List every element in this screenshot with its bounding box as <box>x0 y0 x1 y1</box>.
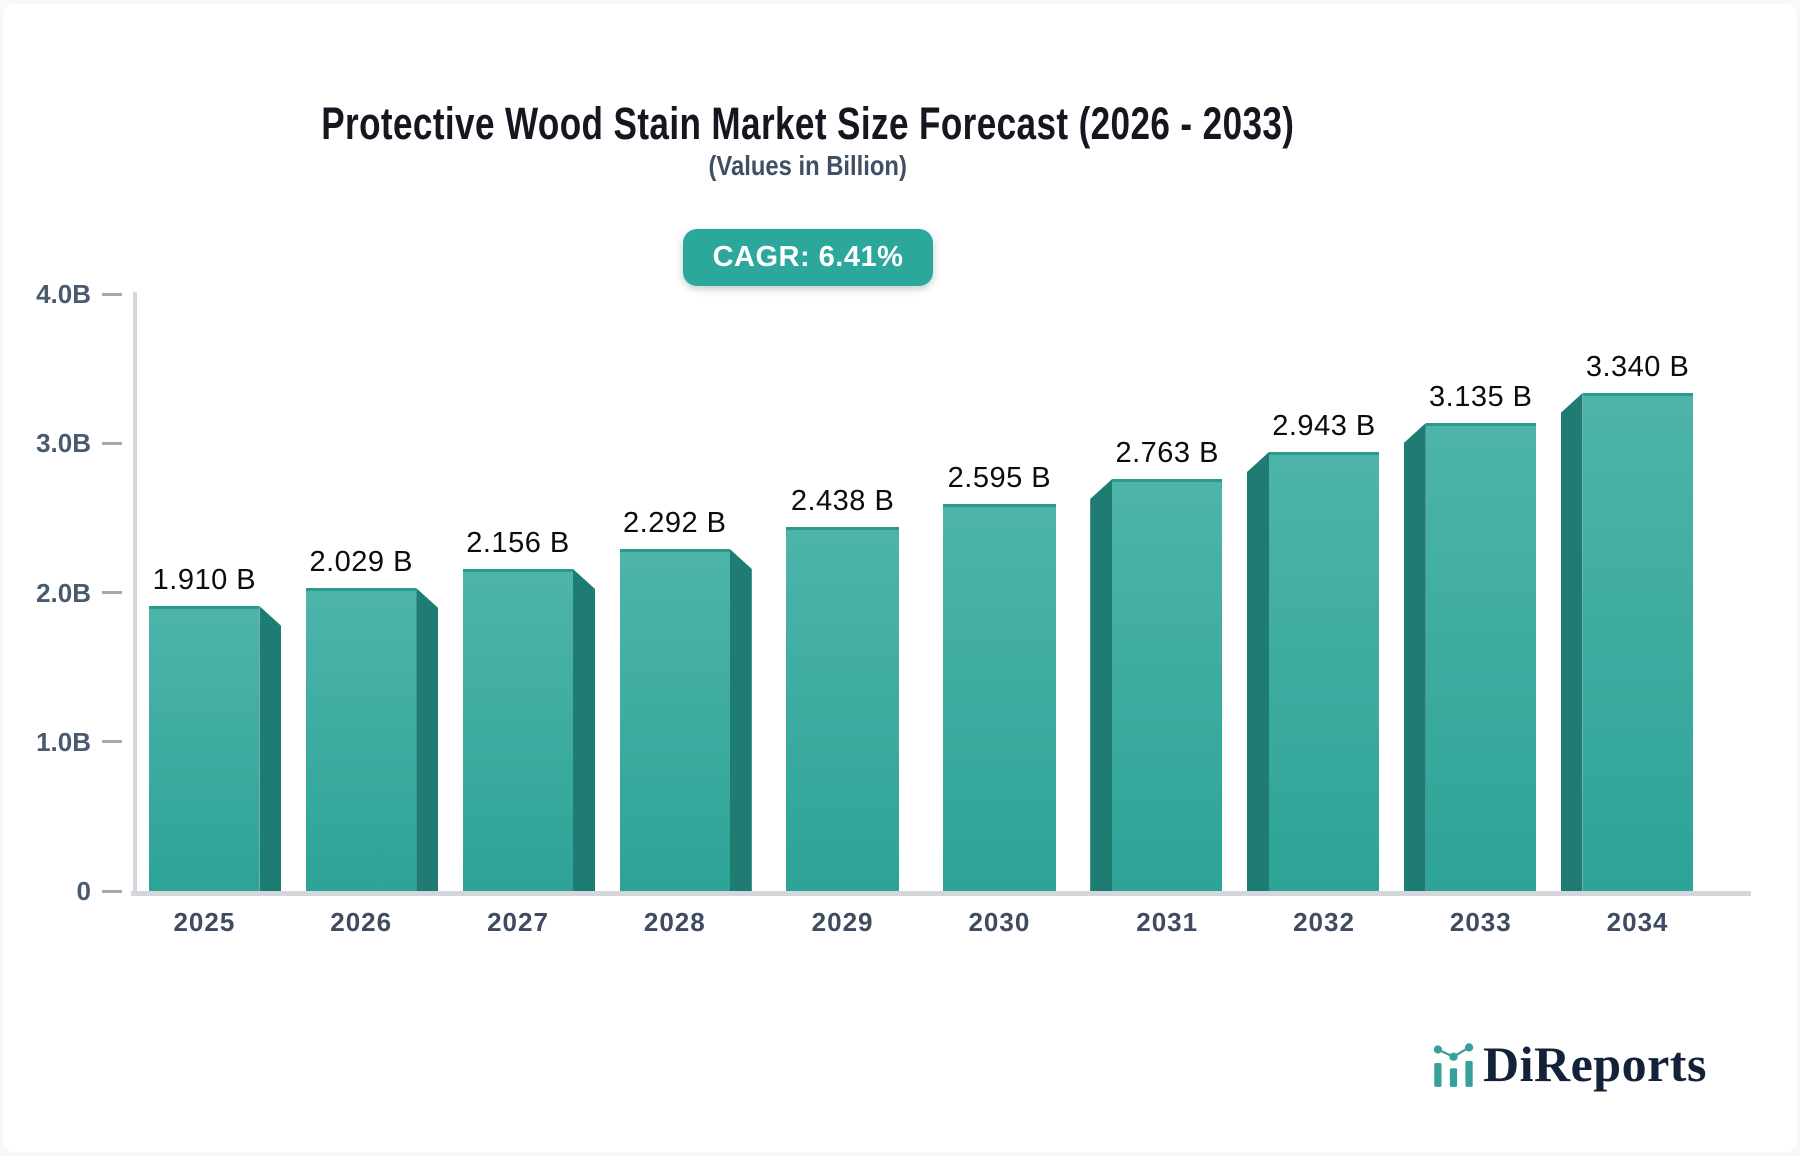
logo-text: DiReports <box>1483 1036 1707 1092</box>
x-axis-label: 2027 <box>487 907 549 937</box>
bar-2029 <box>786 527 900 891</box>
bar-value-label: 3.135 B <box>1429 381 1533 413</box>
chart-title: Protective Wood Stain Market Size Foreca… <box>321 98 1295 149</box>
bar-2025 <box>149 606 260 891</box>
bar-value-label: 2.763 B <box>1115 437 1219 469</box>
x-axis-label: 2030 <box>968 907 1031 937</box>
bar-2028 <box>619 549 730 891</box>
x-axis-label: 2031 <box>1136 907 1199 937</box>
x-axis-label: 2029 <box>811 907 874 937</box>
bar-side-face <box>1560 393 1583 891</box>
y-axis-tick <box>102 889 122 893</box>
y-axis-tick-label: 4.0B <box>36 279 91 309</box>
y-axis-tick-label: 1.0B <box>36 726 91 757</box>
y-axis-line <box>133 292 137 891</box>
y-axis-tick <box>102 441 122 445</box>
y-axis-tick <box>102 591 122 594</box>
bar-2032 <box>1269 452 1379 891</box>
bar-side-face <box>573 569 595 891</box>
bar-value-label: 3.340 B <box>1585 351 1690 383</box>
x-axis-label: 2026 <box>330 907 393 937</box>
y-axis-tick <box>102 740 122 744</box>
bar-side-face <box>1403 423 1426 891</box>
bar-value-label: 2.292 B <box>623 507 727 539</box>
bar-side-face <box>1090 479 1113 891</box>
chart-card: Protective Wood Stain Market Size Foreca… <box>3 4 1797 1152</box>
bar-value-label: 2.029 B <box>309 546 413 578</box>
x-axis-label: 2032 <box>1293 907 1355 937</box>
x-axis-label: 2028 <box>643 907 706 937</box>
bar-side-face <box>1247 452 1269 891</box>
bar-value-label: 1.910 B <box>152 564 257 596</box>
logo-bar-chart-icon <box>1433 1043 1474 1087</box>
x-axis-label: 2033 <box>1449 907 1512 937</box>
bar-2034 <box>1582 393 1693 891</box>
bar-value-label: 2.156 B <box>466 527 570 559</box>
bar-2031 <box>1112 479 1223 891</box>
bar-2026 <box>306 588 417 891</box>
y-axis-tick <box>102 292 122 296</box>
bar-side-face <box>416 588 439 891</box>
bar-value-label: 2.943 B <box>1272 410 1376 442</box>
bar-value-label: 2.438 B <box>790 485 895 517</box>
bar-side-face <box>729 549 752 891</box>
bar-2027 <box>463 569 573 891</box>
x-axis-label: 2025 <box>173 907 236 937</box>
y-axis-tick-label: 0 <box>76 876 91 906</box>
bar-value-label: 2.595 B <box>947 462 1052 494</box>
bar-side-face <box>259 606 282 891</box>
chart-subtitle: (Values in Billion) <box>708 150 908 181</box>
bar-2033 <box>1425 423 1536 891</box>
y-axis-tick-label: 2.0B <box>36 577 91 608</box>
cagr-badge: CAGR: 6.41% <box>682 229 934 286</box>
plot-area: 4.0B 3.0B 2.0B 1.0B 0 1.910 B 2025 2.029 B 2026 2… <box>3 4 1797 1152</box>
x-axis-line <box>131 891 1751 896</box>
x-axis-label: 2034 <box>1606 907 1669 937</box>
brand-logo: DiReports <box>1431 1036 1707 1092</box>
y-axis-tick-label: 3.0B <box>36 428 91 459</box>
bar-2030 <box>942 504 1056 891</box>
